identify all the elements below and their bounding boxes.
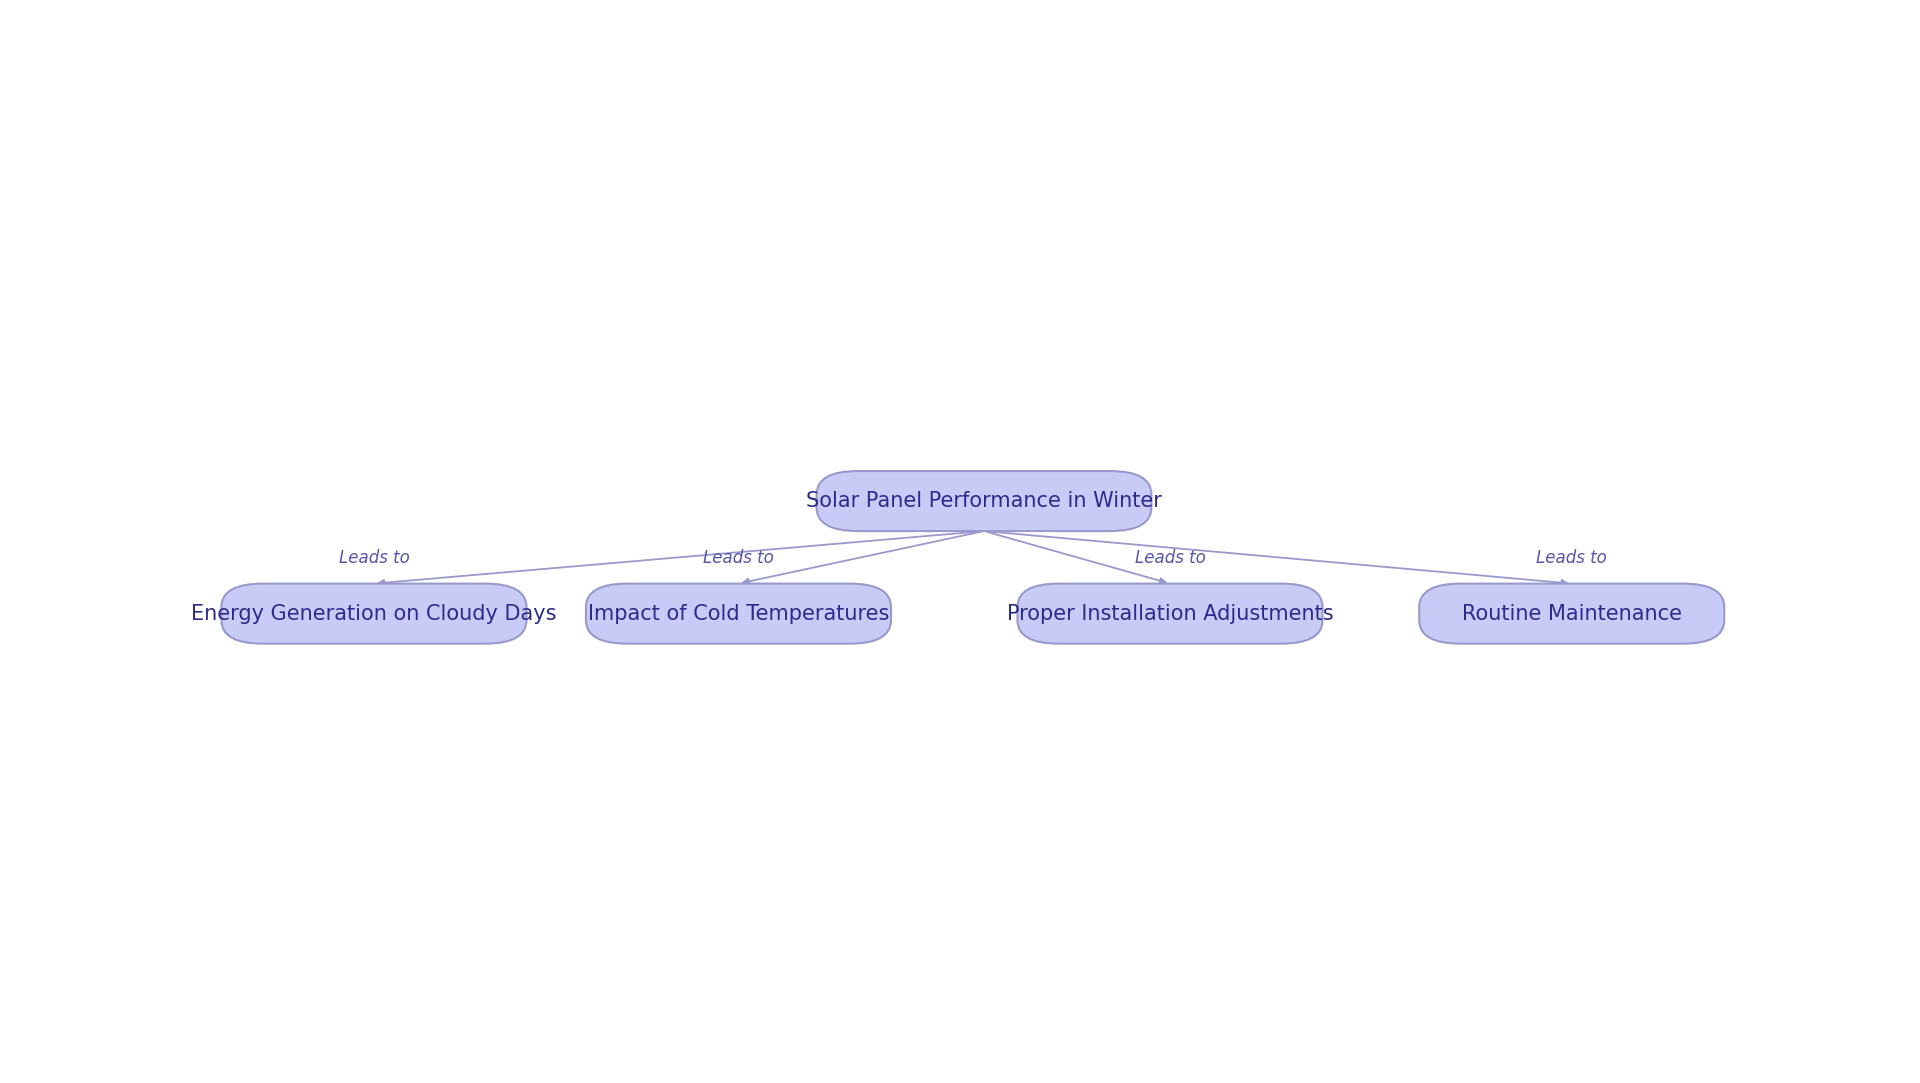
Text: Leads to: Leads to	[703, 549, 774, 566]
Text: Routine Maintenance: Routine Maintenance	[1461, 603, 1682, 624]
Text: Energy Generation on Cloudy Days: Energy Generation on Cloudy Days	[192, 603, 557, 624]
Text: Proper Installation Adjustments: Proper Installation Adjustments	[1006, 603, 1332, 624]
FancyBboxPatch shape	[1018, 584, 1323, 643]
Text: Solar Panel Performance in Winter: Solar Panel Performance in Winter	[806, 491, 1162, 511]
Text: Leads to: Leads to	[1536, 549, 1607, 566]
FancyBboxPatch shape	[221, 584, 526, 643]
Text: Leads to: Leads to	[1135, 549, 1206, 566]
FancyBboxPatch shape	[586, 584, 891, 643]
Text: Leads to: Leads to	[338, 549, 409, 566]
FancyBboxPatch shape	[816, 471, 1152, 531]
FancyBboxPatch shape	[1419, 584, 1724, 643]
Text: Impact of Cold Temperatures: Impact of Cold Temperatures	[588, 603, 889, 624]
